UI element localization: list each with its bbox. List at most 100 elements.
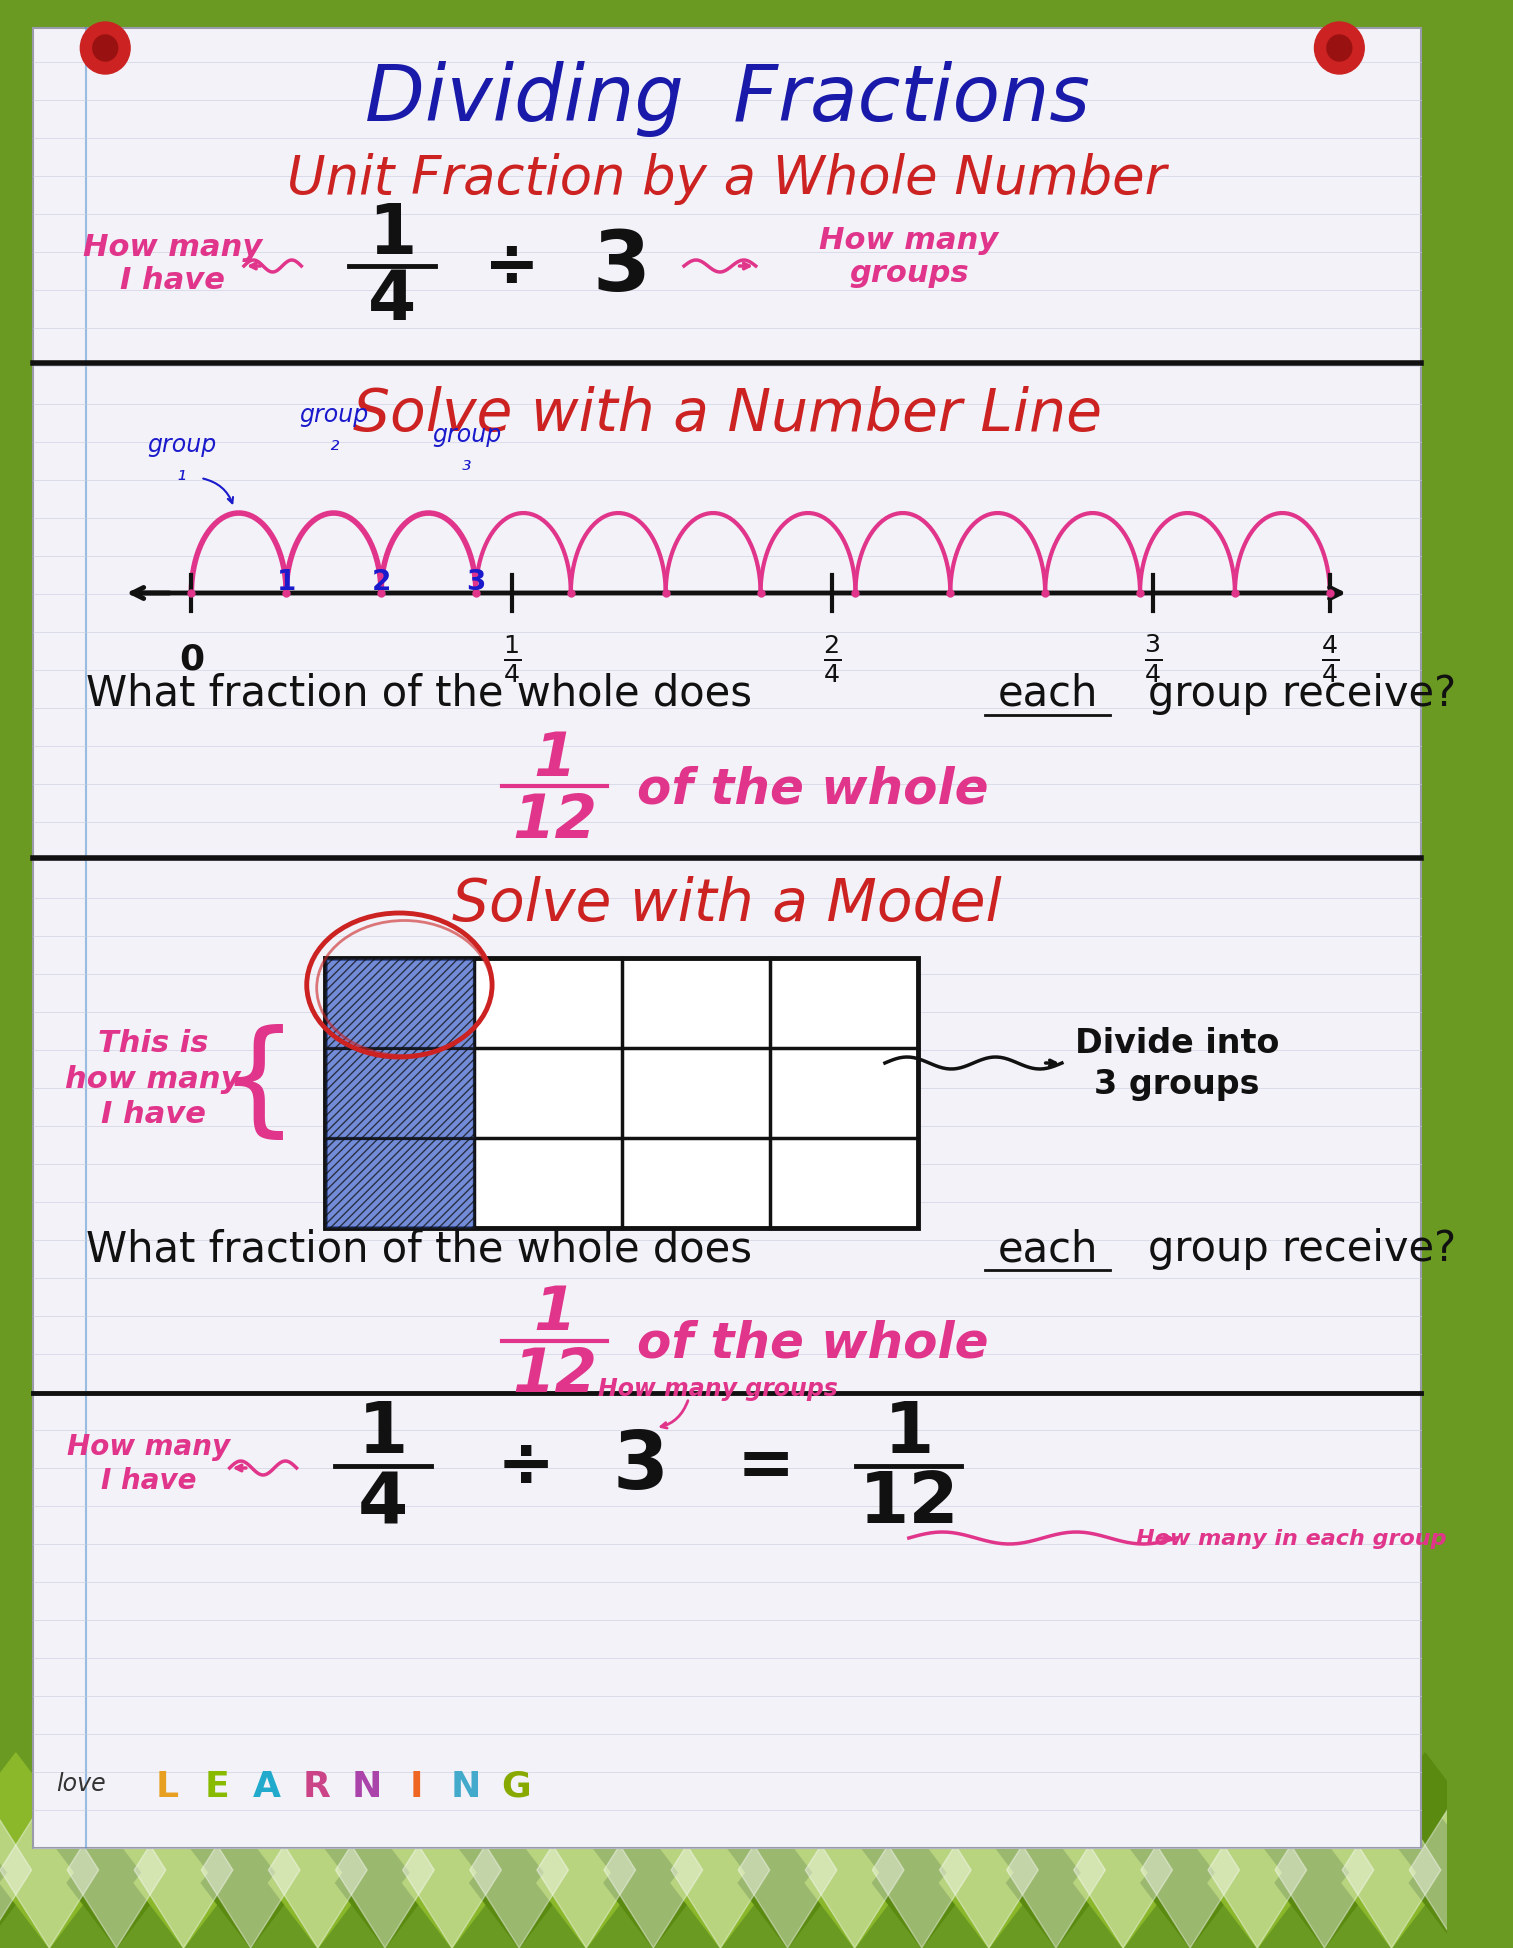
Polygon shape: [1174, 1753, 1272, 1884]
Text: This is
how many
I have: This is how many I have: [65, 1029, 241, 1128]
Polygon shape: [1342, 1817, 1440, 1948]
Text: 1: 1: [357, 1399, 409, 1467]
Text: 1: 1: [534, 1284, 576, 1342]
Polygon shape: [940, 1817, 1038, 1948]
Text: What fraction of the whole does: What fraction of the whole does: [86, 672, 752, 715]
Text: group
₁: group ₁: [147, 432, 216, 485]
Text: 1: 1: [368, 201, 416, 267]
Polygon shape: [504, 1753, 602, 1884]
Polygon shape: [402, 1792, 501, 1948]
Text: each: each: [997, 1227, 1098, 1270]
Text: 1: 1: [884, 1399, 934, 1467]
Polygon shape: [604, 1817, 702, 1948]
Polygon shape: [1207, 1792, 1307, 1948]
Polygon shape: [1409, 1817, 1508, 1948]
Polygon shape: [402, 1817, 501, 1948]
Polygon shape: [940, 1792, 1038, 1948]
Polygon shape: [235, 1753, 333, 1884]
Text: Unit Fraction by a Whole Number: Unit Fraction by a Whole Number: [287, 154, 1167, 205]
Polygon shape: [1275, 1817, 1374, 1948]
Polygon shape: [469, 1817, 569, 1948]
Polygon shape: [1375, 1753, 1475, 1884]
Polygon shape: [303, 1753, 401, 1884]
Text: $\frac{2}{4}$: $\frac{2}{4}$: [823, 633, 841, 684]
Polygon shape: [1006, 1817, 1106, 1948]
Polygon shape: [0, 1753, 65, 1884]
Polygon shape: [1510, 1753, 1513, 1884]
Polygon shape: [1074, 1817, 1173, 1948]
Text: How many in each group: How many in each group: [1136, 1529, 1446, 1549]
Polygon shape: [738, 1792, 837, 1948]
Text: group
₃: group ₃: [433, 423, 501, 475]
Polygon shape: [1207, 1817, 1307, 1948]
Polygon shape: [1477, 1817, 1513, 1948]
Text: Solve with a Model: Solve with a Model: [452, 875, 1002, 931]
Text: group receive?: group receive?: [1148, 672, 1456, 715]
Bar: [325, 958, 474, 1048]
Polygon shape: [873, 1792, 971, 1948]
Text: Divide into
3 groups: Divide into 3 groups: [1074, 1027, 1278, 1101]
Polygon shape: [672, 1792, 770, 1948]
Polygon shape: [1409, 1792, 1508, 1948]
Polygon shape: [805, 1792, 903, 1948]
Bar: [325, 1048, 474, 1138]
Polygon shape: [336, 1792, 434, 1948]
Circle shape: [92, 35, 118, 62]
Text: How many
I have: How many I have: [83, 232, 262, 296]
Text: ÷: ÷: [484, 234, 540, 300]
Polygon shape: [1141, 1792, 1239, 1948]
Polygon shape: [268, 1817, 368, 1948]
Polygon shape: [67, 1817, 166, 1948]
Text: $\frac{4}{4}$: $\frac{4}{4}$: [1321, 633, 1339, 684]
Text: group
₂: group ₂: [300, 403, 368, 454]
Polygon shape: [738, 1817, 837, 1948]
Text: 4: 4: [357, 1469, 409, 1537]
Bar: [325, 958, 918, 1229]
Circle shape: [1315, 23, 1365, 74]
Polygon shape: [135, 1792, 233, 1948]
Text: =: =: [737, 1434, 794, 1500]
Polygon shape: [973, 1753, 1071, 1884]
Polygon shape: [1242, 1753, 1341, 1884]
Text: How many groups: How many groups: [598, 1377, 837, 1401]
Text: 4: 4: [368, 267, 416, 335]
Text: R: R: [303, 1769, 331, 1804]
Text: Solve with a Number Line: Solve with a Number Line: [353, 386, 1101, 442]
Polygon shape: [67, 1792, 166, 1948]
Bar: [325, 1138, 474, 1229]
Text: group receive?: group receive?: [1148, 1227, 1456, 1270]
Text: I: I: [410, 1769, 424, 1804]
Polygon shape: [336, 1817, 434, 1948]
Polygon shape: [33, 1753, 132, 1884]
Polygon shape: [1006, 1792, 1106, 1948]
Text: 12: 12: [513, 1346, 598, 1405]
Text: Dividing  Fractions: Dividing Fractions: [365, 60, 1089, 136]
Text: {: {: [218, 1023, 298, 1143]
Text: 0: 0: [179, 641, 204, 676]
Circle shape: [1327, 35, 1351, 62]
Text: How many
groups: How many groups: [819, 226, 999, 288]
Text: 1: 1: [534, 729, 576, 789]
Polygon shape: [1108, 1753, 1206, 1884]
Polygon shape: [101, 1753, 200, 1884]
Text: 2: 2: [371, 567, 390, 596]
Polygon shape: [1342, 1792, 1440, 1948]
Polygon shape: [772, 1753, 870, 1884]
Text: N: N: [451, 1769, 481, 1804]
Polygon shape: [201, 1792, 300, 1948]
Text: 3: 3: [593, 226, 651, 308]
Polygon shape: [1443, 1753, 1513, 1884]
Polygon shape: [1141, 1817, 1239, 1948]
Polygon shape: [0, 1792, 98, 1948]
Text: E: E: [204, 1769, 230, 1804]
Text: G: G: [501, 1769, 531, 1804]
Text: $\frac{1}{4}$: $\frac{1}{4}$: [502, 633, 520, 684]
Polygon shape: [0, 1792, 32, 1948]
Polygon shape: [268, 1792, 368, 1948]
Text: How many
I have: How many I have: [67, 1432, 230, 1494]
Polygon shape: [537, 1817, 635, 1948]
Polygon shape: [838, 1753, 938, 1884]
Polygon shape: [805, 1817, 903, 1948]
Text: N: N: [351, 1769, 381, 1804]
Text: of the whole: of the whole: [637, 766, 990, 812]
